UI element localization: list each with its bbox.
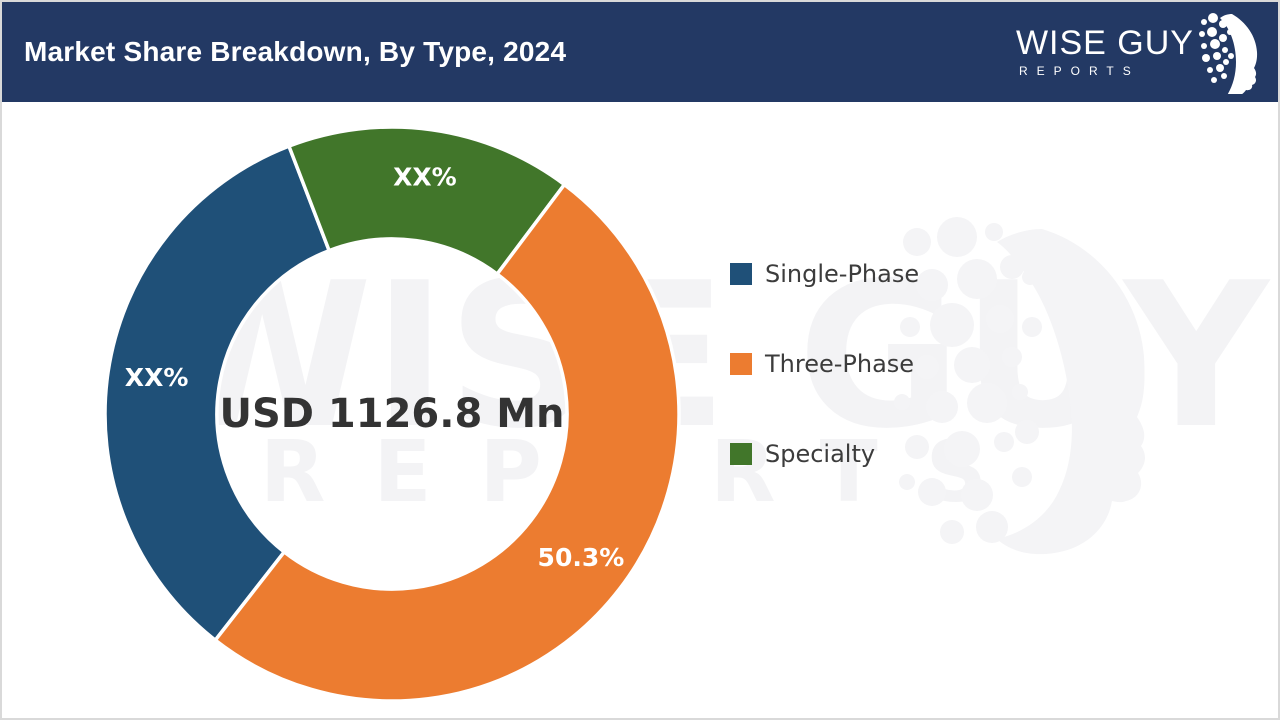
segment-label-three-phase: 50.3% — [538, 543, 625, 572]
legend-item-single-phase: Single-Phase — [730, 248, 919, 300]
wise-guy-logo: WISE GUY REPORTS — [1016, 10, 1260, 94]
watermark-face-icon — [892, 217, 1145, 555]
legend-swatch — [730, 263, 752, 285]
page-title: Market Share Breakdown, By Type, 2024 — [24, 36, 567, 67]
legend-label: Three-Phase — [765, 350, 915, 378]
legend-label: Single-Phase — [765, 260, 920, 288]
header-bar: Market Share Breakdown, By Type, 2024 WI… — [2, 2, 1278, 102]
segment-label-single-phase: XX% — [125, 363, 189, 392]
segment-label-specialty: XX% — [393, 162, 457, 191]
legend-item-specialty: Specialty — [730, 428, 919, 480]
logo-subtitle: REPORTS — [1018, 64, 1140, 78]
chart-legend: Single-Phase Three-Phase Specialty — [730, 248, 919, 518]
legend-label: Specialty — [765, 440, 876, 468]
legend-swatch — [730, 443, 752, 465]
face-profile-logo-icon — [1199, 13, 1258, 94]
donut-segment-three-phase — [213, 182, 681, 703]
chart-center-value: USD 1126.8 Mn — [219, 391, 565, 437]
logo-wordmark: WISE GUY — [1015, 24, 1194, 62]
donut-segment-single-phase — [103, 144, 331, 642]
logo-text: WISE GUY REPORTS — [1016, 26, 1194, 78]
donut-chart: XX% XX% 50.3% — [103, 125, 681, 703]
legend-item-three-phase: Three-Phase — [730, 338, 919, 390]
legend-swatch — [730, 353, 752, 375]
